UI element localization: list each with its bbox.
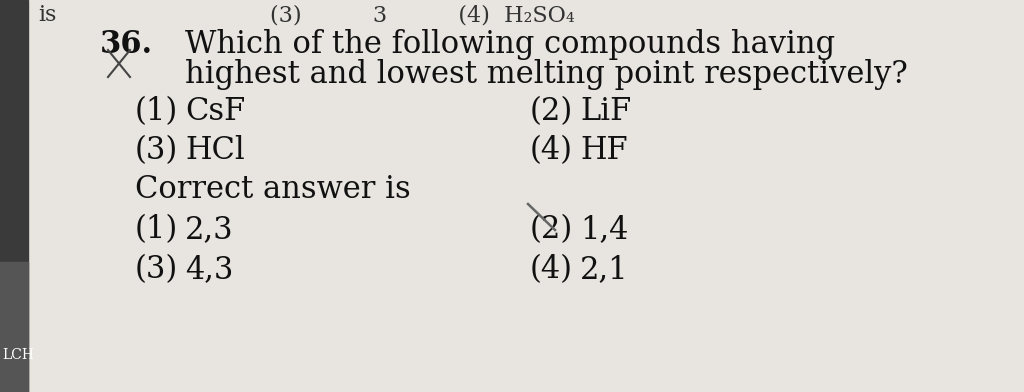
Bar xyxy=(0,262,28,392)
Text: is: is xyxy=(38,4,56,26)
Text: (4): (4) xyxy=(530,254,573,285)
Text: highest and lowest melting point respectively?: highest and lowest melting point respect… xyxy=(185,59,907,90)
Text: Which of the following compounds having: Which of the following compounds having xyxy=(185,29,836,60)
Text: 4,3: 4,3 xyxy=(185,254,233,285)
Text: CsF: CsF xyxy=(185,96,246,127)
Text: 1,4: 1,4 xyxy=(580,214,629,245)
Text: 36.: 36. xyxy=(100,29,154,60)
Text: LiF: LiF xyxy=(580,96,631,127)
Text: 2,1: 2,1 xyxy=(580,254,629,285)
Text: (4): (4) xyxy=(530,135,573,166)
Text: (2): (2) xyxy=(530,214,573,245)
Text: Correct answer is: Correct answer is xyxy=(135,174,411,205)
Text: 2,3: 2,3 xyxy=(185,214,233,245)
Text: (3)          3          (4)  H₂SO₄: (3) 3 (4) H₂SO₄ xyxy=(270,4,574,26)
Text: (2): (2) xyxy=(530,96,573,127)
Text: LCH: LCH xyxy=(2,348,34,362)
Text: HF: HF xyxy=(580,135,628,166)
Text: (3): (3) xyxy=(135,254,178,285)
Text: (3): (3) xyxy=(135,135,178,166)
Bar xyxy=(0,0,28,392)
Text: (1): (1) xyxy=(135,214,178,245)
Text: (1): (1) xyxy=(135,96,178,127)
Text: HCl: HCl xyxy=(185,135,245,166)
